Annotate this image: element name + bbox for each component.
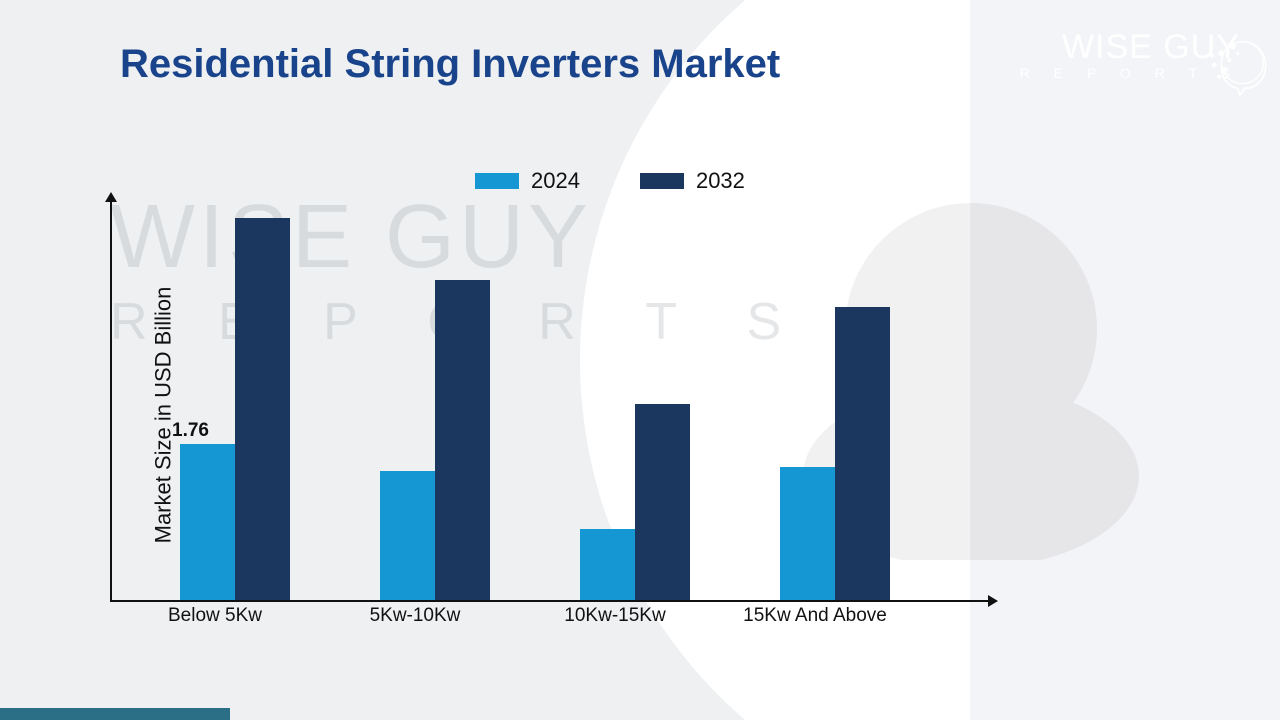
bar-series-b bbox=[835, 307, 890, 600]
logo-head-icon bbox=[1198, 30, 1268, 100]
stage: WISE GUY R E P O R T S Residential Strin… bbox=[0, 0, 1280, 720]
bar-series-a bbox=[180, 444, 235, 600]
bar-value-label: 1.76 bbox=[172, 420, 209, 442]
legend-label-2024: 2024 bbox=[531, 168, 580, 194]
legend-swatch-2024 bbox=[475, 173, 519, 189]
bar-series-b bbox=[635, 404, 690, 600]
bar-series-a bbox=[780, 467, 835, 600]
legend-item-2032: 2032 bbox=[640, 168, 745, 194]
bar-series-b bbox=[435, 280, 490, 600]
plot-region bbox=[110, 200, 970, 600]
chart-area: Market Size in USD Billion Below 5Kw5Kw-… bbox=[90, 200, 1010, 630]
bottom-accent-strip bbox=[0, 708, 230, 720]
bar-series-b bbox=[235, 218, 290, 600]
legend-item-2024: 2024 bbox=[475, 168, 580, 194]
bar-series-a bbox=[580, 529, 635, 600]
x-axis-category-label: Below 5Kw bbox=[135, 605, 295, 628]
x-axis-category-label: 10Kw-15Kw bbox=[535, 605, 695, 628]
legend-label-2032: 2032 bbox=[696, 168, 745, 194]
bar-series-a bbox=[380, 471, 435, 600]
legend-swatch-2032 bbox=[640, 173, 684, 189]
x-axis-category-label: 15Kw And Above bbox=[735, 605, 895, 628]
x-axis-line bbox=[110, 600, 990, 602]
legend: 2024 2032 bbox=[475, 168, 745, 194]
x-axis-category-label: 5Kw-10Kw bbox=[335, 605, 495, 628]
chart-title: Residential String Inverters Market bbox=[120, 42, 780, 87]
